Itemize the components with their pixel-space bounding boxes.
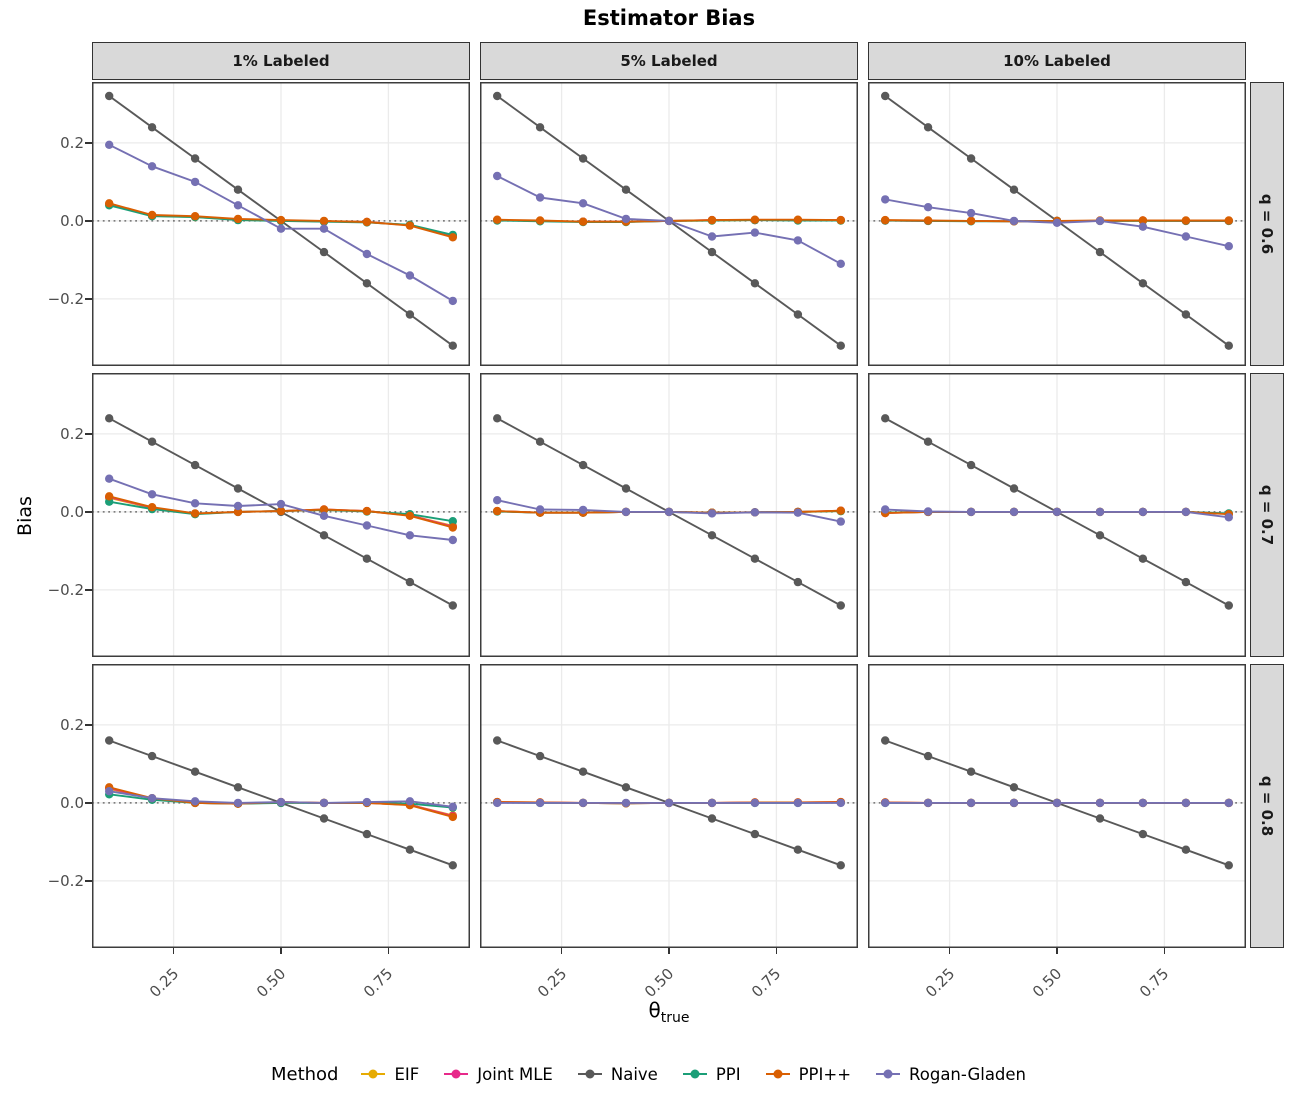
legend-item-label: EIF (394, 1064, 420, 1084)
y-tick-mark (85, 880, 92, 882)
facet-strip-row-q07: q = 0.7 (1250, 373, 1284, 657)
legend-items: EIF Joint MLE Naive PPI PPI++ Rogan-Gladen (360, 1065, 1026, 1084)
x-tick-mark (280, 948, 282, 954)
panel-5-labeled-q-0-8 (480, 664, 858, 948)
theta-subscript: true (660, 1010, 690, 1026)
legend-key-ppi-icon (765, 1069, 790, 1079)
x-tick-mark (948, 948, 951, 954)
y-tick-label: −0.2 (47, 580, 84, 599)
y-tick-mark (85, 433, 92, 435)
series-ppi (105, 492, 457, 532)
facet-strip-row-q06: q = 0.6 (1250, 82, 1284, 366)
y-tick-label: 0.0 (60, 211, 84, 230)
panel-10-labeled-q-0-6 (868, 82, 1246, 366)
facet-strip-col-1pct: 1% Labeled (92, 42, 470, 80)
legend-key-rogan-gladen-icon (876, 1069, 901, 1079)
legend-key-naive-icon (577, 1069, 602, 1079)
legend-item-label: Rogan-Gladen (909, 1064, 1027, 1084)
series-rogan-gladen (881, 195, 1233, 251)
legend-item-label: PPI++ (798, 1064, 852, 1084)
series-rogan-gladen (881, 505, 1233, 522)
facet-strip-label: 10% Labeled (1003, 52, 1111, 70)
legend-item-rogan-gladen: Rogan-Gladen (875, 1065, 1026, 1084)
x-tick-mark (775, 948, 778, 954)
y-tick-label: −0.2 (47, 289, 84, 308)
legend-key-ppi-icon (682, 1069, 707, 1079)
panel-1-labeled-q-0-8 (92, 664, 470, 948)
y-tick-label: 0.0 (60, 502, 84, 521)
y-tick-label: 0.2 (60, 715, 84, 734)
y-tick-mark (85, 724, 92, 726)
theta-symbol: θ (648, 998, 661, 1022)
legend-item-joint-mle: Joint MLE (443, 1065, 553, 1084)
x-tick-mark (172, 948, 175, 954)
series-rogan-gladen (105, 787, 457, 811)
x-axis-title: θtrue (92, 998, 1246, 1026)
series-rogan-gladen (105, 474, 457, 545)
panel-1-labeled-q-0-6 (92, 82, 470, 366)
legend-key-joint-mle-icon (444, 1069, 469, 1079)
y-tick-mark (85, 298, 92, 300)
panel-5-labeled-q-0-6 (480, 82, 858, 366)
x-tick-mark (1163, 948, 1166, 954)
facet-strip-col-10pct: 10% Labeled (868, 42, 1246, 80)
y-tick-mark (85, 589, 92, 591)
y-tick-label: 0.2 (60, 424, 84, 443)
panel-1-labeled-q-0-7 (92, 373, 470, 657)
page-title: Estimator Bias (582, 6, 756, 30)
y-tick-mark (85, 220, 92, 222)
legend-title: Method (270, 1063, 339, 1085)
y-tick-label: −0.2 (47, 871, 84, 890)
y-tick-mark (85, 511, 92, 513)
panel-10-labeled-q-0-8 (868, 664, 1246, 948)
facet-strip-label: 5% Labeled (620, 52, 718, 70)
series-rogan-gladen (105, 140, 457, 306)
y-tick-mark (85, 802, 92, 804)
legend-item-label: PPI (715, 1064, 741, 1084)
panel-10-labeled-q-0-7 (868, 373, 1246, 657)
x-tick-mark (560, 948, 563, 954)
legend: Method EIF Joint MLE Naive PPI PPI++ Rogan-Gl… (0, 1056, 1297, 1092)
panel-5-labeled-q-0-7 (480, 373, 858, 657)
legend-item-naive: Naive (577, 1065, 658, 1084)
y-tick-mark (85, 142, 92, 144)
series-rogan-gladen (881, 798, 1233, 808)
series-rogan-gladen (493, 798, 845, 808)
facet-strip-label: q = 0.8 (1258, 775, 1277, 837)
legend-item-ppi: PPI++ (765, 1065, 851, 1084)
facet-strip-row-q08: q = 0.8 (1250, 664, 1284, 948)
y-tick-label: 0.2 (60, 133, 84, 152)
facet-strip-label: 1% Labeled (232, 52, 330, 70)
series-rogan-gladen (493, 171, 845, 268)
legend-item-label: Joint MLE (477, 1064, 553, 1084)
facet-strip-col-5pct: 5% Labeled (480, 42, 858, 80)
legend-item-eif: EIF (360, 1065, 419, 1084)
x-tick-mark (387, 948, 390, 954)
series-rogan-gladen (493, 496, 845, 526)
facet-strip-label: q = 0.7 (1258, 484, 1277, 546)
legend-item-ppi: PPI (682, 1065, 741, 1084)
facet-strip-label: q = 0.6 (1258, 193, 1277, 255)
legend-key-eif-icon (361, 1069, 386, 1079)
y-tick-label: 0.0 (60, 793, 84, 812)
series-ppi (105, 199, 457, 242)
x-tick-mark (1056, 948, 1058, 954)
legend-item-label: Naive (610, 1064, 658, 1084)
x-tick-mark (668, 948, 670, 954)
